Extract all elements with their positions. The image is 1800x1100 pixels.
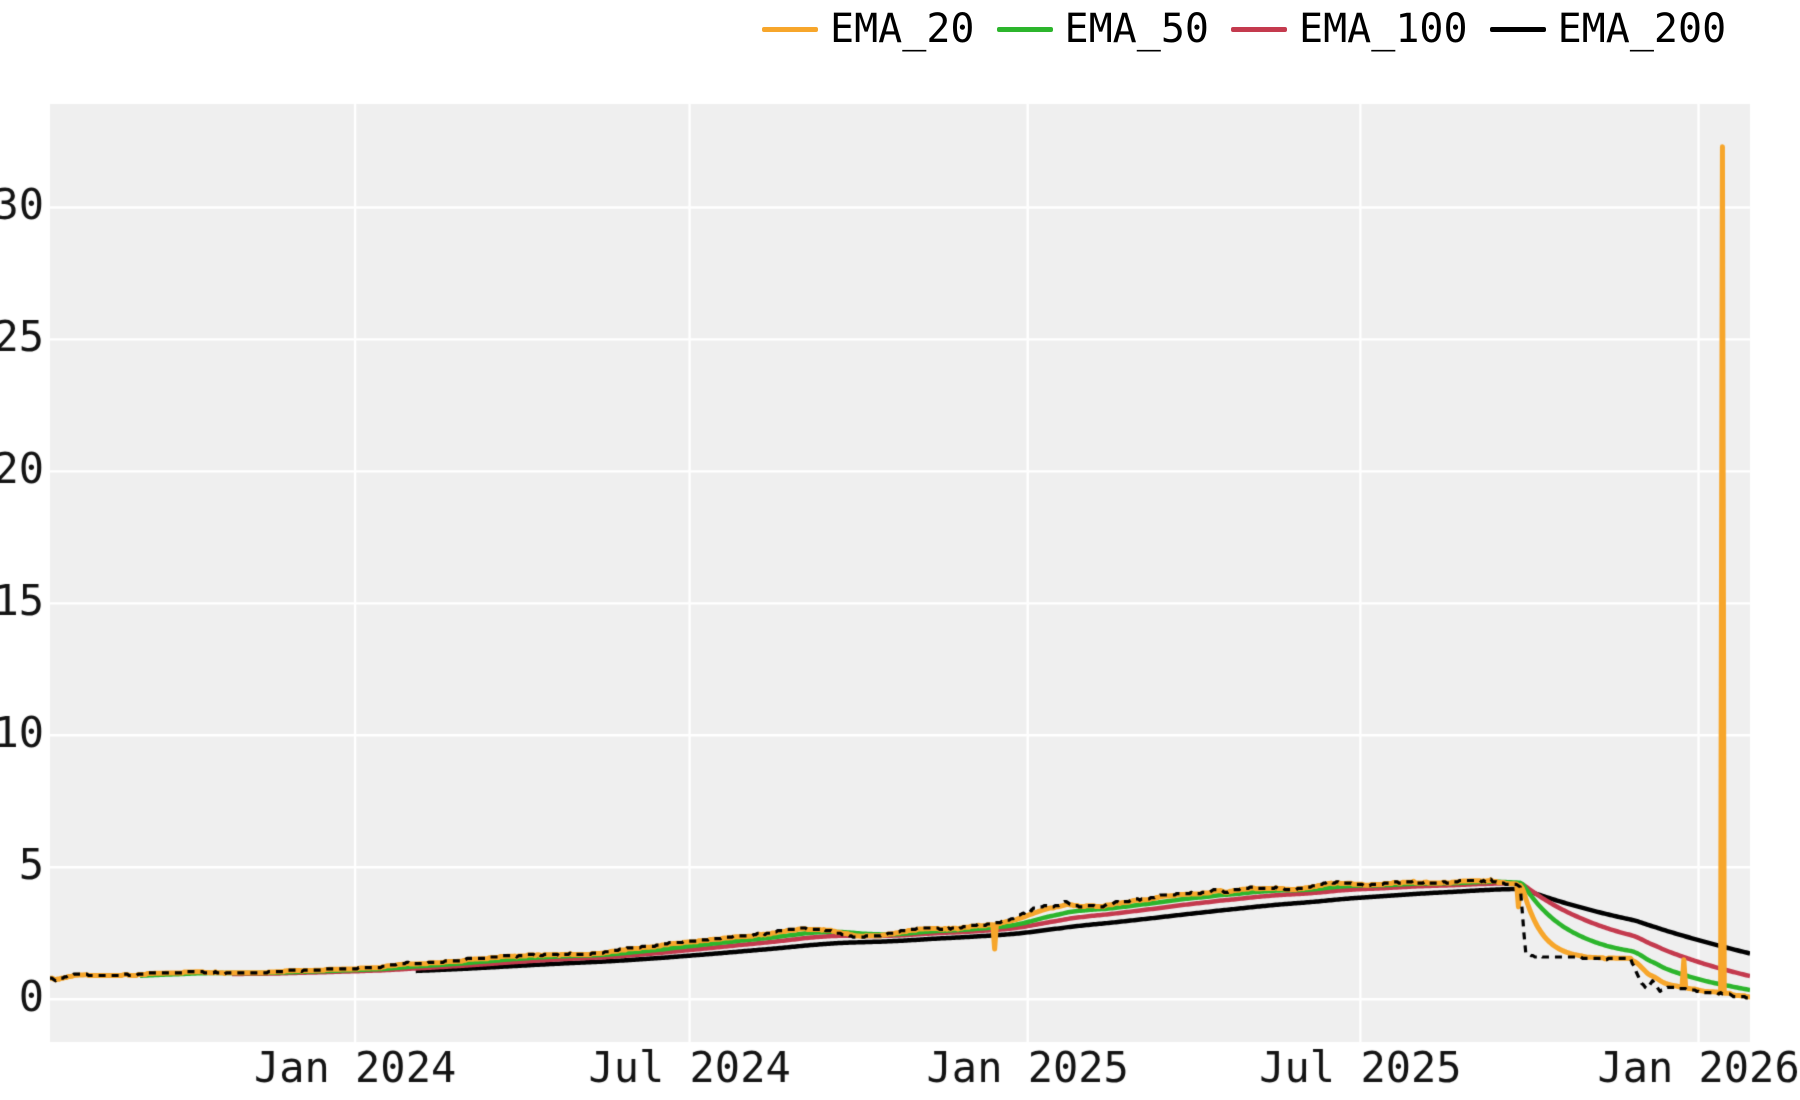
legend-label-ema-50: EMA_50 (1064, 6, 1210, 52)
legend-item-ema-200: EMA_200 (1489, 6, 1727, 52)
legend: EMA_20 EMA_50 EMA_100 EMA_200 (762, 6, 1726, 52)
legend-item-ema-20: EMA_20 (762, 6, 975, 52)
legend-line-ema-20-icon (762, 26, 818, 32)
legend-line-ema-50-icon (996, 26, 1053, 32)
legend-label-ema-20: EMA_20 (830, 6, 975, 52)
legend-line-ema-200-icon (1489, 26, 1546, 32)
legend-item-ema-50: EMA_50 (996, 6, 1210, 52)
legend-line-ema-100-icon (1231, 26, 1287, 32)
legend-label-ema-100: EMA_100 (1299, 6, 1468, 52)
legend-item-ema-100: EMA_100 (1231, 6, 1468, 52)
legend-label-ema-200: EMA_200 (1557, 6, 1727, 52)
